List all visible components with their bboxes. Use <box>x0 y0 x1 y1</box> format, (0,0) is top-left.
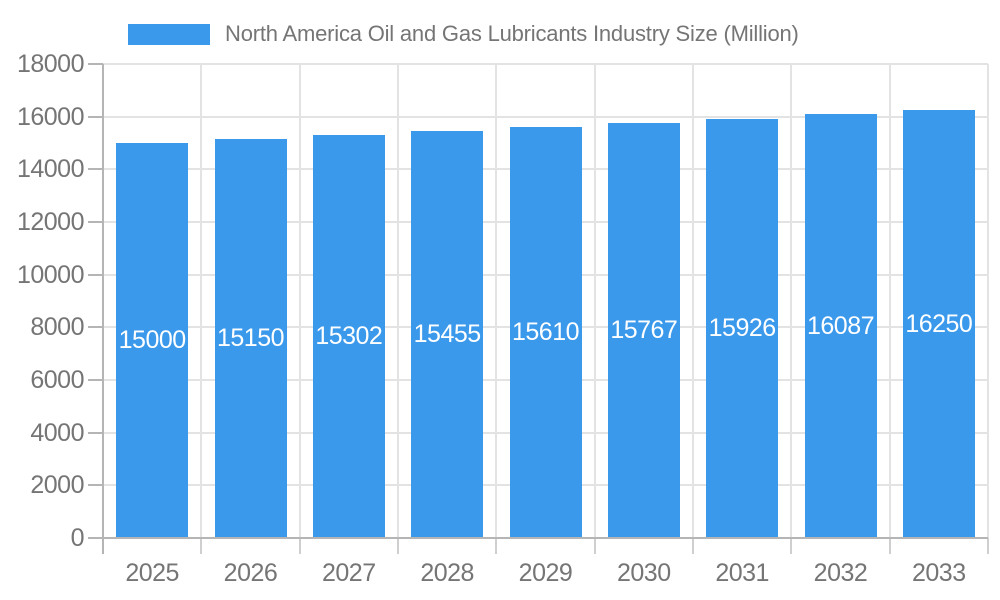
bar-value-label: 16087 <box>806 311 875 340</box>
h-gridline <box>103 63 988 65</box>
y-axis-tick <box>88 537 103 539</box>
y-axis-label: 16000 <box>16 102 85 131</box>
y-axis-line <box>102 64 104 538</box>
bar-2028[interactable]: 15455 <box>411 131 484 538</box>
v-gridline <box>298 64 301 538</box>
y-axis-tick <box>88 63 103 65</box>
x-axis-tick <box>888 538 891 554</box>
y-axis-tick <box>88 379 103 381</box>
bar-2029[interactable]: 15610 <box>509 126 582 538</box>
x-axis-tick <box>987 538 989 554</box>
x-axis-label: 2028 <box>420 559 474 587</box>
chart-legend[interactable]: North America Oil and Gas Lubricants Ind… <box>128 21 799 47</box>
y-axis-tick <box>88 168 103 171</box>
y-axis-tick <box>88 273 103 276</box>
x-axis-tick <box>593 538 596 554</box>
y-axis-tick <box>88 431 103 434</box>
bar-value-label: 15302 <box>315 322 383 351</box>
bar-2026[interactable]: 15150 <box>214 139 287 538</box>
y-axis-tick <box>88 115 103 118</box>
y-axis-label: 18000 <box>16 50 85 78</box>
y-axis-tick <box>88 484 103 487</box>
bar-2030[interactable]: 15767 <box>607 122 680 538</box>
y-axis-label: 2000 <box>30 471 84 500</box>
y-axis-label: 0 <box>70 524 85 552</box>
legend-label: North America Oil and Gas Lubricants Ind… <box>225 21 799 46</box>
x-axis-label: 2032 <box>813 559 868 587</box>
x-axis-baseline <box>103 537 988 539</box>
x-axis-tick <box>692 538 694 554</box>
v-gridline <box>593 64 596 538</box>
y-axis-tick <box>88 326 103 329</box>
x-axis-label: 2030 <box>617 559 671 587</box>
bar-value-label: 16250 <box>905 309 973 338</box>
bar-value-label: 15455 <box>413 320 482 349</box>
x-axis-label: 2026 <box>223 559 278 587</box>
x-axis-label: 2025 <box>125 559 179 587</box>
x-axis-tick <box>790 538 793 554</box>
v-gridline <box>200 64 203 538</box>
bar-2027[interactable]: 15302 <box>312 135 385 538</box>
x-axis-tick <box>495 538 498 554</box>
bar-value-label: 15926 <box>708 313 777 342</box>
v-gridline <box>397 64 399 538</box>
bar-value-label: 15000 <box>118 326 187 354</box>
bar-value-label: 15767 <box>610 315 678 344</box>
v-gridline <box>888 64 891 538</box>
y-axis-label: 14000 <box>16 155 85 184</box>
x-axis-tick <box>397 538 399 554</box>
y-axis-label: 10000 <box>16 260 85 289</box>
x-axis-label: 2029 <box>518 559 573 587</box>
bar-2032[interactable]: 16087 <box>804 114 877 538</box>
h-gridline <box>103 115 988 118</box>
bar-2031[interactable]: 15926 <box>706 118 779 538</box>
v-gridline <box>790 64 793 538</box>
y-axis-tick <box>88 221 103 223</box>
v-gridline <box>495 64 498 538</box>
y-axis-label: 4000 <box>30 418 84 447</box>
x-axis-tick <box>200 538 203 554</box>
y-axis-label: 8000 <box>30 313 84 342</box>
y-axis-label: 6000 <box>30 366 84 394</box>
x-axis-tick <box>298 538 301 554</box>
x-axis-label: 2033 <box>912 559 966 587</box>
legend-swatch <box>128 23 210 45</box>
x-axis-label: 2031 <box>715 559 769 587</box>
bar-2025[interactable]: 15000 <box>116 143 189 538</box>
bar-value-label: 15150 <box>216 324 285 353</box>
v-gridline <box>987 64 989 538</box>
v-gridline <box>692 64 694 538</box>
plot-area: 15000 15150 15302 15455 15610 15767 15926 16087… <box>102 63 989 539</box>
bar-2033[interactable]: 16250 <box>902 110 975 538</box>
bar-value-label: 15610 <box>511 317 580 346</box>
x-axis-label: 2027 <box>322 559 376 587</box>
y-axis-label: 12000 <box>16 208 85 236</box>
x-axis-tick <box>102 538 104 554</box>
